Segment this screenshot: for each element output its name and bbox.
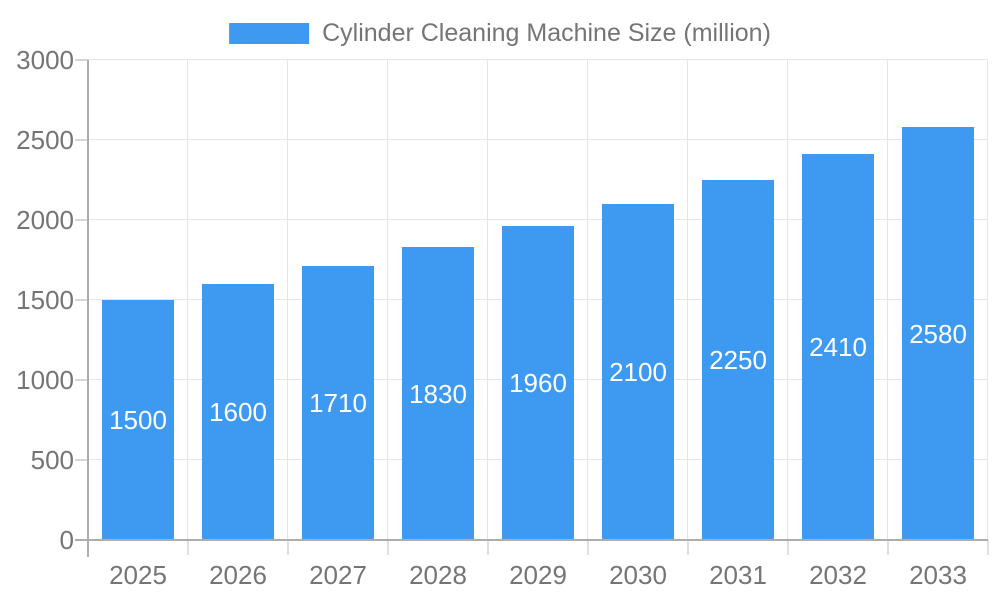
x-axis-label: 2028 (409, 560, 467, 590)
x-axis-label: 2032 (809, 560, 867, 590)
bar[interactable] (402, 247, 474, 540)
y-axis-tick (75, 219, 88, 221)
x-axis-label: 2031 (709, 560, 767, 590)
x-axis-tick (687, 540, 689, 555)
x-axis-label: 2026 (209, 560, 267, 590)
y-axis-label: 0 (59, 525, 74, 555)
x-axis-line (75, 539, 988, 541)
bar[interactable] (502, 226, 574, 540)
bar-value-label: 2250 (709, 345, 767, 375)
x-axis-tick (787, 540, 789, 555)
y-axis-label: 2500 (16, 125, 74, 155)
gridline-vertical (387, 60, 388, 540)
gridline-vertical (187, 60, 188, 540)
bar-value-label: 2580 (909, 318, 967, 349)
bar-value-label: 1500 (109, 405, 167, 435)
gridline-vertical (787, 60, 788, 540)
y-axis-tick (75, 59, 88, 61)
gridline-vertical (987, 60, 988, 540)
bar-value-label: 2410 (809, 332, 867, 363)
bar[interactable] (802, 154, 874, 540)
x-axis-tick (887, 540, 889, 555)
y-axis-line (87, 60, 89, 557)
gridline-vertical (287, 60, 288, 540)
legend-item[interactable]: Cylinder Cleaning Machine Size (million) (229, 19, 771, 48)
y-axis-label: 1000 (16, 365, 74, 395)
bar[interactable] (102, 300, 174, 540)
y-axis-label: 2000 (16, 205, 74, 235)
gridline-vertical (887, 60, 888, 540)
bar-value-label: 1710 (309, 388, 367, 419)
x-axis-tick (187, 540, 189, 555)
x-axis-tick (487, 540, 489, 555)
bar-value-label: 1600 (209, 397, 267, 427)
y-axis-tick (75, 459, 88, 461)
y-axis-tick (75, 379, 88, 381)
legend-swatch (229, 23, 310, 44)
x-axis-label: 2025 (109, 560, 167, 590)
x-axis-tick (987, 540, 989, 555)
bar[interactable] (902, 127, 974, 540)
gridline-horizontal (88, 59, 988, 60)
y-axis-label: 1500 (16, 285, 74, 315)
y-axis-tick (75, 299, 88, 301)
bar-value-label: 1830 (409, 378, 467, 409)
x-axis-tick (587, 540, 589, 555)
bar-value-label: 1960 (509, 368, 567, 399)
x-axis-label: 2033 (909, 560, 967, 590)
bar-value-label: 2100 (609, 357, 667, 387)
gridline-vertical (487, 60, 488, 540)
x-axis-tick (287, 540, 289, 555)
gridline-vertical (587, 60, 588, 540)
gridline-horizontal (88, 219, 988, 220)
y-axis-label: 500 (30, 445, 74, 475)
bar[interactable] (302, 266, 374, 540)
x-axis-label: 2030 (609, 560, 667, 590)
gridline-horizontal (88, 139, 988, 140)
bar[interactable] (702, 180, 774, 540)
x-axis-tick (387, 540, 389, 555)
x-axis-label: 2029 (509, 560, 567, 590)
y-axis-tick (75, 139, 88, 141)
y-axis-label: 3000 (16, 45, 74, 75)
bar[interactable] (202, 284, 274, 540)
legend-label: Cylinder Cleaning Machine Size (million) (322, 19, 771, 47)
gridline-vertical (687, 60, 688, 540)
x-axis-label: 2027 (309, 560, 367, 590)
bar[interactable] (602, 204, 674, 540)
